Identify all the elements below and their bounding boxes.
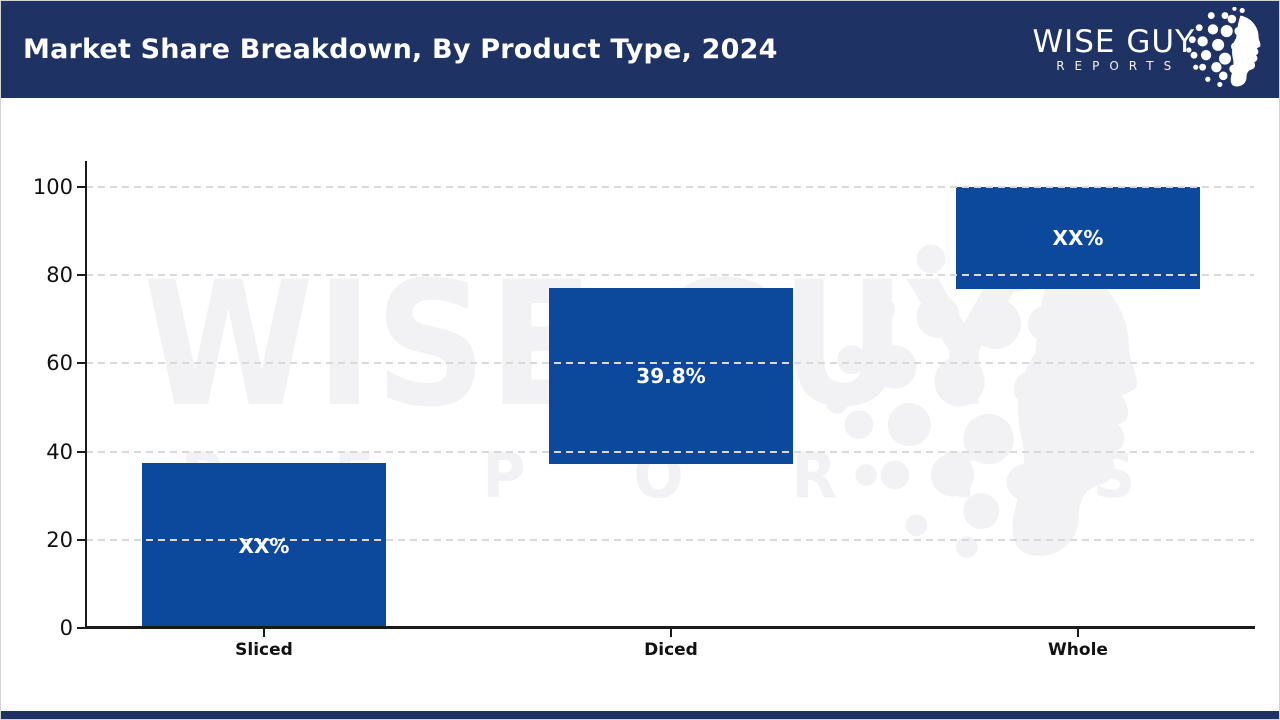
category-label-sliced: Sliced: [235, 640, 293, 660]
y-tick-label-60: 60: [46, 351, 73, 376]
gridline-60: [86, 362, 1254, 365]
page-title: Market Share Breakdown, By Product Type,…: [23, 34, 778, 65]
gridline-80: [86, 274, 1254, 277]
y-tick-mark-100: [77, 186, 86, 188]
x-axis-line: [85, 626, 1255, 629]
category-label-diced: Diced: [644, 640, 698, 660]
bar-diced: [549, 288, 793, 464]
y-tick-mark-20: [77, 538, 86, 541]
y-tick-label-40: 40: [46, 439, 73, 464]
y-tick-mark-40: [77, 450, 86, 453]
category-label-whole: Whole: [1048, 640, 1108, 660]
y-tick-mark-0: [77, 627, 86, 629]
brand-logo: WISE GUY REPORTS: [1032, 6, 1269, 93]
gridline-20: [86, 538, 1254, 541]
brand-logo-text: WISE GUY REPORTS: [1032, 26, 1195, 73]
bar-value-label-whole: XX%: [1052, 225, 1104, 250]
header-bar: Market Share Breakdown, By Product Type,…: [1, 1, 1279, 98]
gridline-100: [86, 186, 1254, 188]
gridline-40: [86, 450, 1254, 453]
x-tick-mark-whole: [1077, 629, 1079, 637]
y-tick-mark-80: [77, 274, 86, 277]
dotted-face-logo-icon: [1186, 6, 1261, 87]
y-tick-mark-60: [77, 362, 86, 365]
y-tick-label-80: 80: [46, 263, 73, 288]
y-axis-line: [85, 161, 87, 628]
bar-value-label-sliced: XX%: [238, 533, 290, 558]
y-tick-label-100: 100: [32, 175, 73, 199]
brand-name: WISE GUY: [1032, 24, 1195, 61]
bar-sliced: [142, 463, 386, 628]
bar-value-label-diced: 39.8%: [636, 364, 706, 389]
x-tick-mark-diced: [670, 629, 672, 637]
x-tick-mark-sliced: [263, 629, 265, 637]
y-tick-label-0: 0: [59, 616, 73, 640]
brand-subtitle: REPORTS: [1056, 58, 1182, 73]
footer-bar: [1, 711, 1279, 719]
y-tick-label-20: 20: [46, 527, 73, 552]
